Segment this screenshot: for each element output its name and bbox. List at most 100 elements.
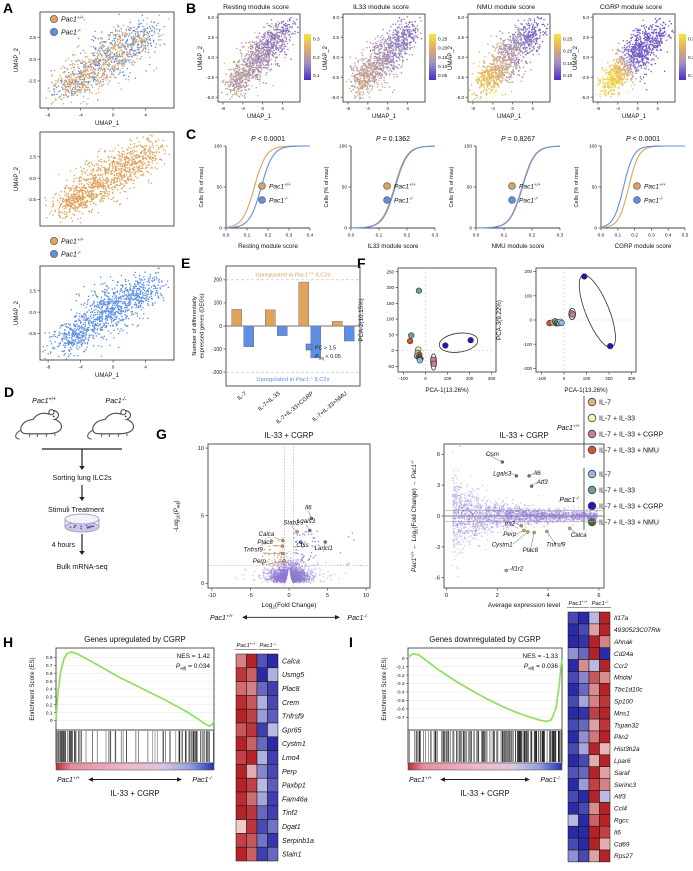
legend-item: IL-7 + IL-33 + CGRP — [599, 504, 664, 511]
svg-text:2.5: 2.5 — [29, 288, 36, 294]
heat-cell — [578, 623, 590, 637]
colorbar-tick: 0.1 — [688, 73, 693, 79]
ecdf-curve — [475, 145, 560, 229]
heat-gene-label: Slain1 — [282, 852, 302, 859]
svg-text:-2.5: -2.5 — [28, 197, 37, 203]
heat-cell — [578, 611, 590, 625]
heat-cell — [599, 647, 611, 660]
padj-threshold: Padj < 0.05 — [315, 354, 341, 360]
padj-value: Padj = 0.034 — [176, 663, 210, 671]
heat-cell — [567, 623, 579, 637]
panel-b-resting-module: Resting module score 5.0 2.5 0.0 -2.5 -5.0 -8 -… — [198, 4, 320, 120]
gene-label: Atf3 — [536, 479, 549, 486]
legend-wt: Pac1+/+ — [269, 182, 291, 190]
heat-cell — [599, 742, 611, 756]
bar-category: IL-7+IL-33+CGRP — [275, 391, 315, 426]
colorbar-tick: 0.20 — [438, 46, 448, 52]
legend-dot-wt — [50, 236, 59, 245]
bar-down — [243, 325, 254, 348]
gene-point — [532, 530, 536, 535]
heat-cell — [246, 791, 258, 807]
heat-gene-label: 4930523C07Rik — [614, 627, 661, 634]
umap1-axis-label: UMAP_1 — [497, 114, 522, 120]
heat-cell — [588, 706, 600, 720]
umap2-axis-label: UMAP_2 — [448, 45, 454, 70]
heat-cell — [267, 833, 279, 848]
heat-cell — [588, 778, 600, 791]
panel-label-d: D — [4, 384, 15, 400]
legend-item: IL-7 — [599, 472, 611, 479]
umap-points — [44, 134, 171, 224]
ecdf-curve — [351, 145, 436, 229]
svg-text:2.5: 2.5 — [208, 35, 215, 40]
heat-cell — [599, 790, 611, 803]
module-axis-label: CGRP module score — [615, 243, 672, 250]
heat-cell — [588, 718, 600, 732]
heat-gene-label: Tbc1d10c — [614, 687, 643, 694]
colorbar — [554, 34, 561, 80]
step-hours: 4 hours — [52, 542, 76, 549]
heat-gene-label: Crem — [282, 700, 299, 707]
legend-wt: Pac1+/+ — [61, 237, 84, 245]
gene-point — [280, 544, 285, 548]
heat-cell — [578, 825, 590, 839]
ecdf-curve — [475, 145, 560, 229]
colorbar — [429, 34, 436, 80]
heat-gene-label: Mndal — [614, 675, 632, 682]
colorbar-tick: 0.2 — [688, 55, 693, 61]
heat-cell — [235, 764, 247, 779]
axis-ko: Pac1-/- — [540, 776, 561, 784]
heat-cell — [267, 695, 279, 710]
gene-label: Osm — [486, 451, 499, 458]
panel-label-g: G — [156, 426, 167, 442]
heat-cell — [599, 695, 611, 708]
culture-dish-icon — [64, 513, 100, 533]
gene-label: Il6 — [534, 470, 541, 477]
umap1-axis-label: UMAP_1 — [95, 373, 120, 379]
legend-ko: Pac1-/- — [61, 28, 82, 36]
heat-gene-label: Rgcc — [614, 818, 630, 825]
svg-text:0.0: 0.0 — [29, 57, 36, 63]
heat-cell — [599, 671, 611, 684]
heat-cell — [235, 819, 247, 834]
heat-cell — [567, 754, 579, 767]
heat-cell — [267, 777, 279, 793]
heat-cell — [567, 790, 579, 803]
heat-cell — [567, 718, 579, 732]
heat-gene-label: Ccl4 — [614, 806, 627, 813]
heat-cell — [267, 764, 279, 779]
legend-dot-ko — [50, 27, 59, 36]
heat-cell — [599, 754, 611, 767]
svg-text:0.0: 0.0 — [29, 310, 36, 316]
colorbar-tick: 0.05 — [438, 73, 448, 79]
heat-cell — [567, 695, 579, 708]
heat-cell — [567, 837, 579, 851]
heat-cell — [599, 730, 611, 744]
pca-point — [408, 332, 415, 339]
heat-cell — [267, 846, 279, 862]
colorbar-tick: 0.15 — [438, 55, 448, 61]
heat-cell — [588, 730, 600, 744]
pca-x-label: PCA-1(13.26%) — [425, 387, 468, 394]
colorbar-tick: 0.25 — [563, 36, 573, 42]
legend-dot-wt — [508, 182, 516, 190]
heat-col-ko: Pac1-/- — [591, 599, 609, 607]
gene-point — [526, 530, 530, 534]
heat-cell — [588, 754, 600, 767]
heat-cell — [256, 777, 268, 793]
heat-cell — [578, 742, 590, 756]
legend-item: IL-7 + IL-33 — [599, 488, 635, 495]
legend-genotype: Pac1+/+ — [557, 424, 580, 432]
heat-cell — [567, 849, 579, 863]
p-value: P = 0.8267 — [501, 136, 535, 143]
axes — [475, 146, 560, 229]
legend-dot — [587, 501, 597, 511]
svg-text:-8: -8 — [221, 106, 225, 111]
module-title: IL33 module score — [353, 4, 409, 11]
legend-ko: Pac1-/- — [519, 196, 539, 204]
heat-gene-label: Il6 — [614, 829, 621, 836]
svg-text:0: 0 — [112, 112, 115, 118]
